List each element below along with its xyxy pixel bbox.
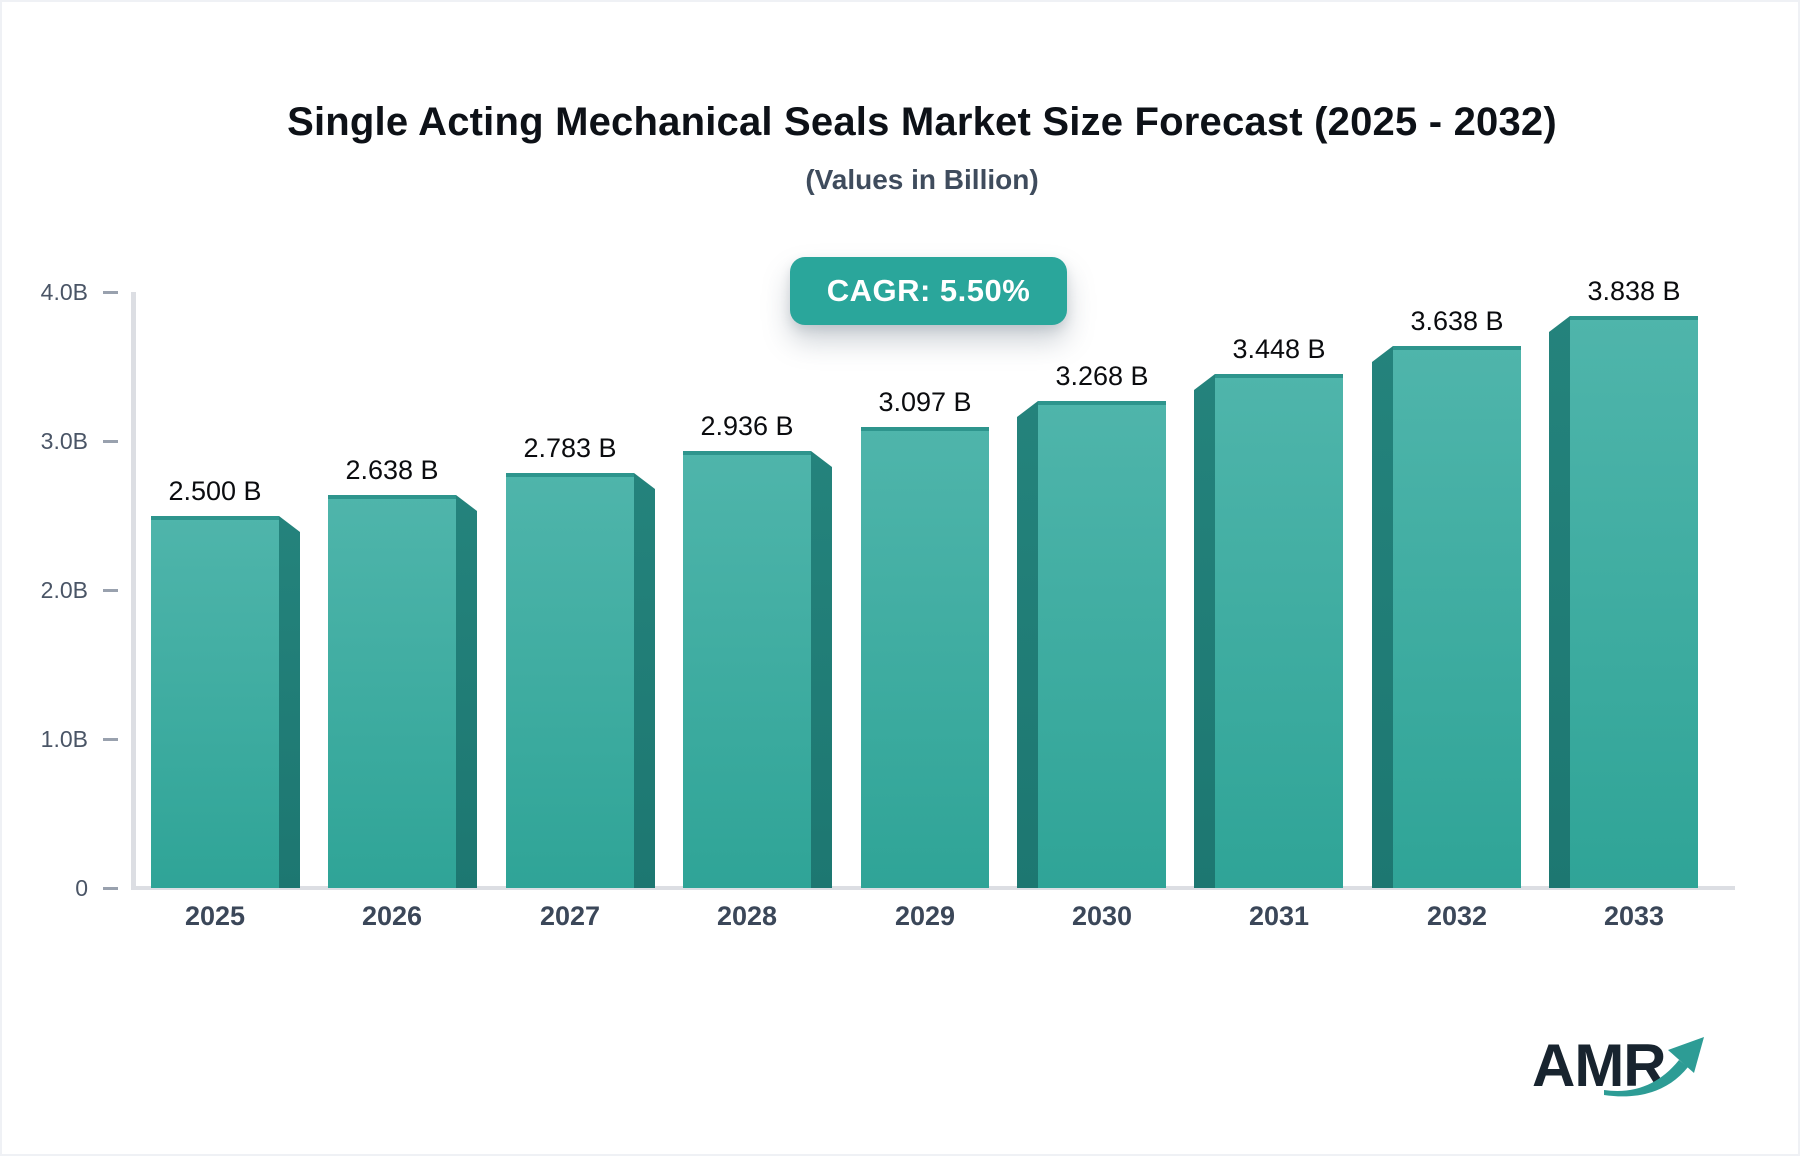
- x-axis-label-2027: 2027: [539, 901, 601, 931]
- bar-value-label-2032: 3.638 B: [1410, 306, 1504, 336]
- bar-value-label-2030: 3.268 B: [1055, 361, 1149, 391]
- bar-side-2033: [1549, 316, 1570, 888]
- y-axis-label-3.0B: 3.0B: [40, 428, 88, 454]
- bar-side-2030: [1017, 401, 1038, 888]
- x-axis-label-2025: 2025: [184, 901, 246, 931]
- bar-2032: [1393, 346, 1521, 888]
- bar-side-2027: [634, 473, 655, 888]
- y-axis-line: [131, 292, 136, 888]
- y-axis-tick-0: [103, 887, 118, 890]
- chart-title: Single Acting Mechanical Seals Market Si…: [287, 100, 1557, 144]
- bar-value-label-2029: 3.097 B: [878, 387, 972, 417]
- x-axis-label-2033: 2033: [1603, 901, 1665, 931]
- bar-side-2026: [456, 495, 477, 888]
- bar-2033: [1570, 316, 1698, 888]
- bar-side-2031: [1194, 374, 1215, 888]
- y-axis-tick-3.0B: [103, 440, 118, 443]
- upward-trend-arrow-icon: [1604, 1037, 1704, 1097]
- x-axis-label-2031: 2031: [1248, 901, 1310, 931]
- bar-value-label-2028: 2.936 B: [700, 411, 794, 441]
- x-axis-label-2030: 2030: [1071, 901, 1133, 931]
- bar-2029: [861, 427, 989, 888]
- amr-logo: AMR: [1532, 1032, 1732, 1118]
- x-axis-label-2032: 2032: [1426, 901, 1488, 931]
- bar-side-2028: [811, 451, 832, 888]
- bar-value-label-2025: 2.500 B: [168, 476, 262, 506]
- y-axis-tick-1.0B: [103, 738, 118, 741]
- x-axis-label-2026: 2026: [361, 901, 423, 931]
- bar-value-label-2033: 3.838 B: [1587, 276, 1681, 306]
- bar-side-2025: [279, 516, 300, 888]
- cagr-badge-text: CAGR: 5.50%: [826, 273, 1031, 308]
- bar-side-2032: [1372, 346, 1393, 888]
- y-axis-label-1.0B: 1.0B: [40, 726, 88, 752]
- bar-2028: [683, 451, 811, 888]
- amr-logo-text: AMR: [1532, 1032, 1667, 1099]
- x-axis-label-2029: 2029: [894, 901, 956, 931]
- y-axis-label-4.0B: 4.0B: [40, 279, 88, 305]
- bar-2030: [1038, 401, 1166, 888]
- bar-value-label-2031: 3.448 B: [1232, 334, 1326, 364]
- x-axis-line: [131, 886, 1735, 890]
- bar-value-label-2026: 2.638 B: [345, 455, 439, 485]
- bar-2031: [1215, 374, 1343, 888]
- x-axis-label-2028: 2028: [716, 901, 778, 931]
- bar-2025: [151, 516, 279, 888]
- y-axis-tick-2.0B: [103, 589, 118, 592]
- cagr-badge: CAGR: 5.50%: [790, 257, 1067, 325]
- bar-2027: [506, 473, 634, 888]
- y-axis-label-2.0B: 2.0B: [40, 577, 88, 603]
- chart-subtitle: (Values in Billion): [805, 164, 1039, 195]
- bar-value-label-2027: 2.783 B: [523, 433, 617, 463]
- bar-2026: [328, 495, 456, 888]
- y-axis-tick-4.0B: [103, 291, 118, 294]
- y-axis-label-0: 0: [75, 875, 88, 901]
